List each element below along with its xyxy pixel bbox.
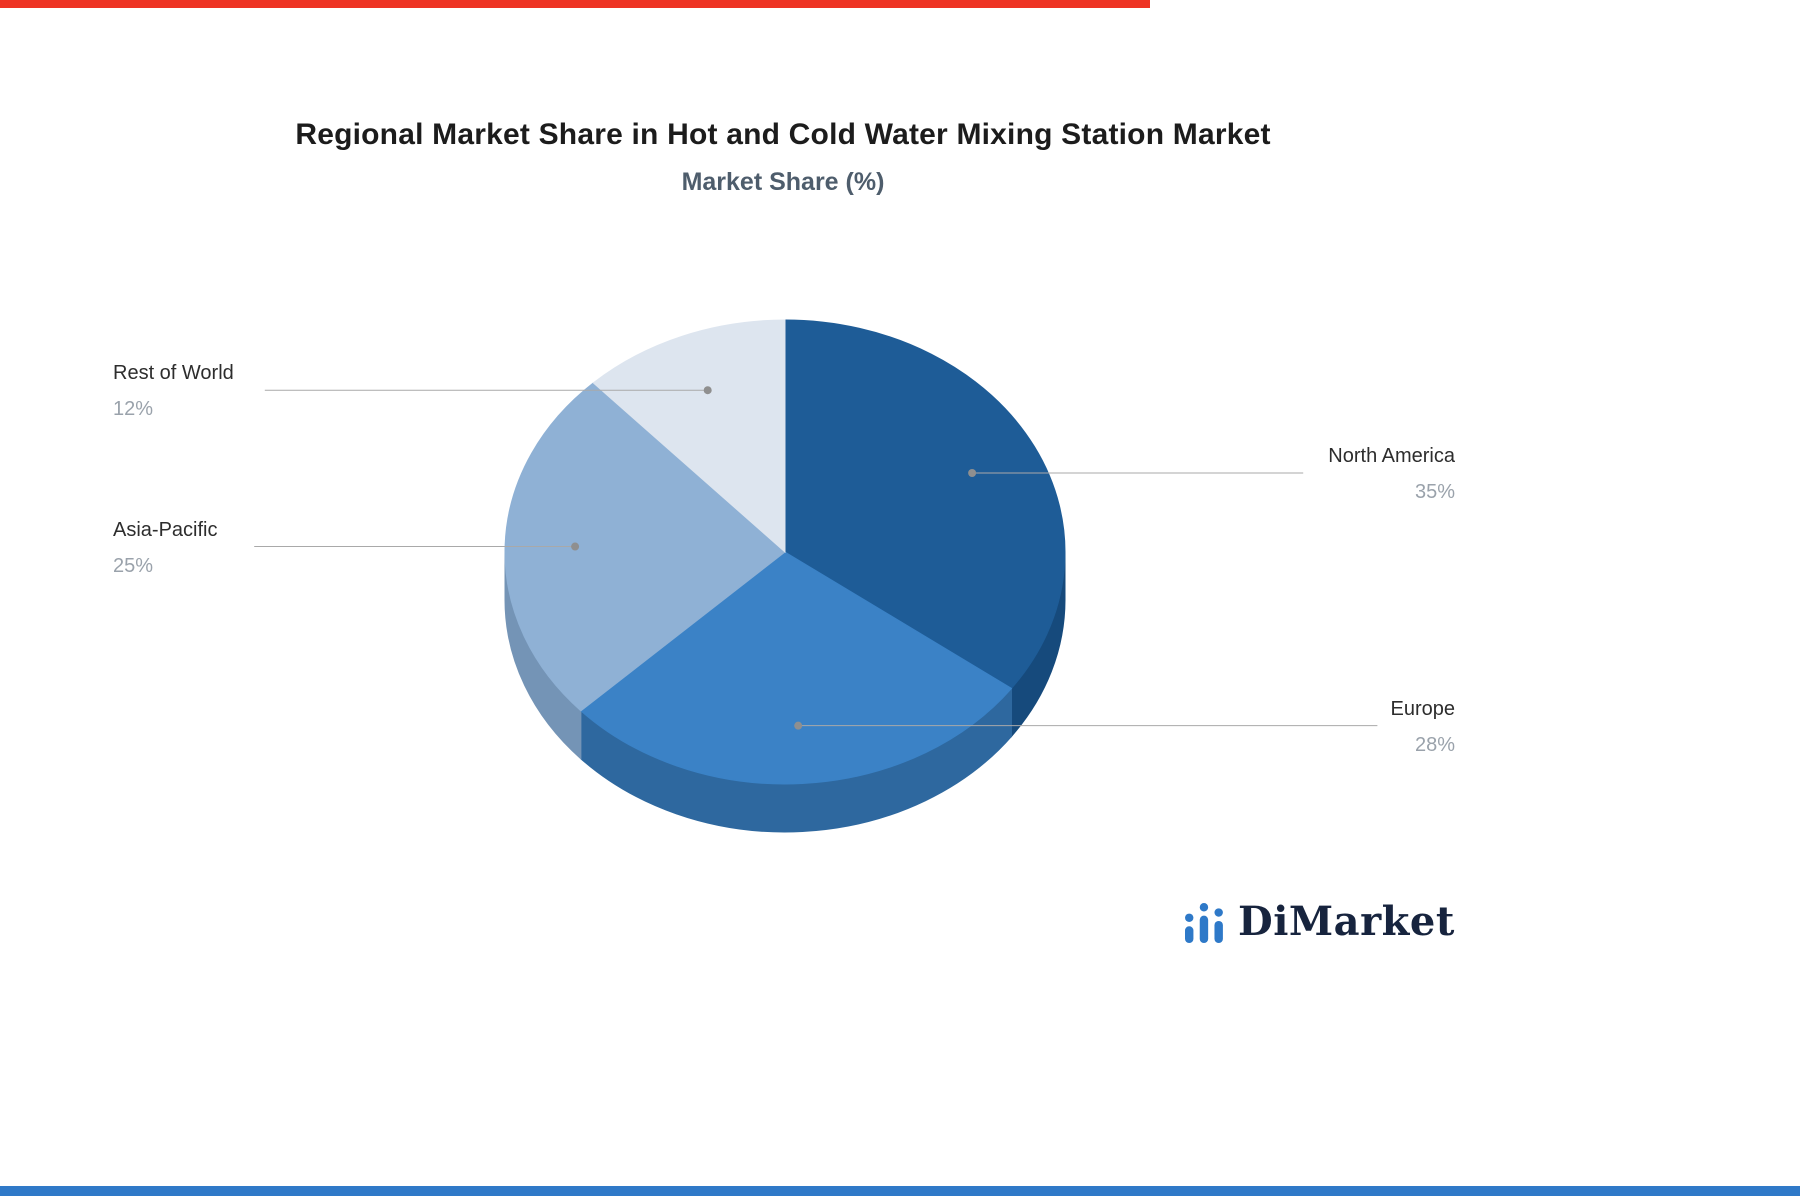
chart-title: Regional Market Share in Hot and Cold Wa… xyxy=(295,118,1271,151)
label-leader-dot xyxy=(571,542,580,551)
brand-logo: DiMarket xyxy=(1185,900,1455,944)
brand-logo-text: DiMarket xyxy=(1238,898,1455,945)
label-leader-dot xyxy=(794,721,803,730)
top-accent-bar xyxy=(0,0,1150,8)
label-leader-dot xyxy=(703,386,712,395)
chart-subtitle: Market Share (%) xyxy=(681,168,885,196)
pie-slice-asia-pacific[interactable] xyxy=(504,382,786,712)
pie-slice-north-america[interactable] xyxy=(784,319,1066,690)
bar-chart-icon xyxy=(1185,903,1223,944)
pie-slice-rest-of-world[interactable] xyxy=(592,319,786,554)
label-leader-dot xyxy=(968,469,977,478)
bottom-accent-bar xyxy=(0,1186,1800,1196)
